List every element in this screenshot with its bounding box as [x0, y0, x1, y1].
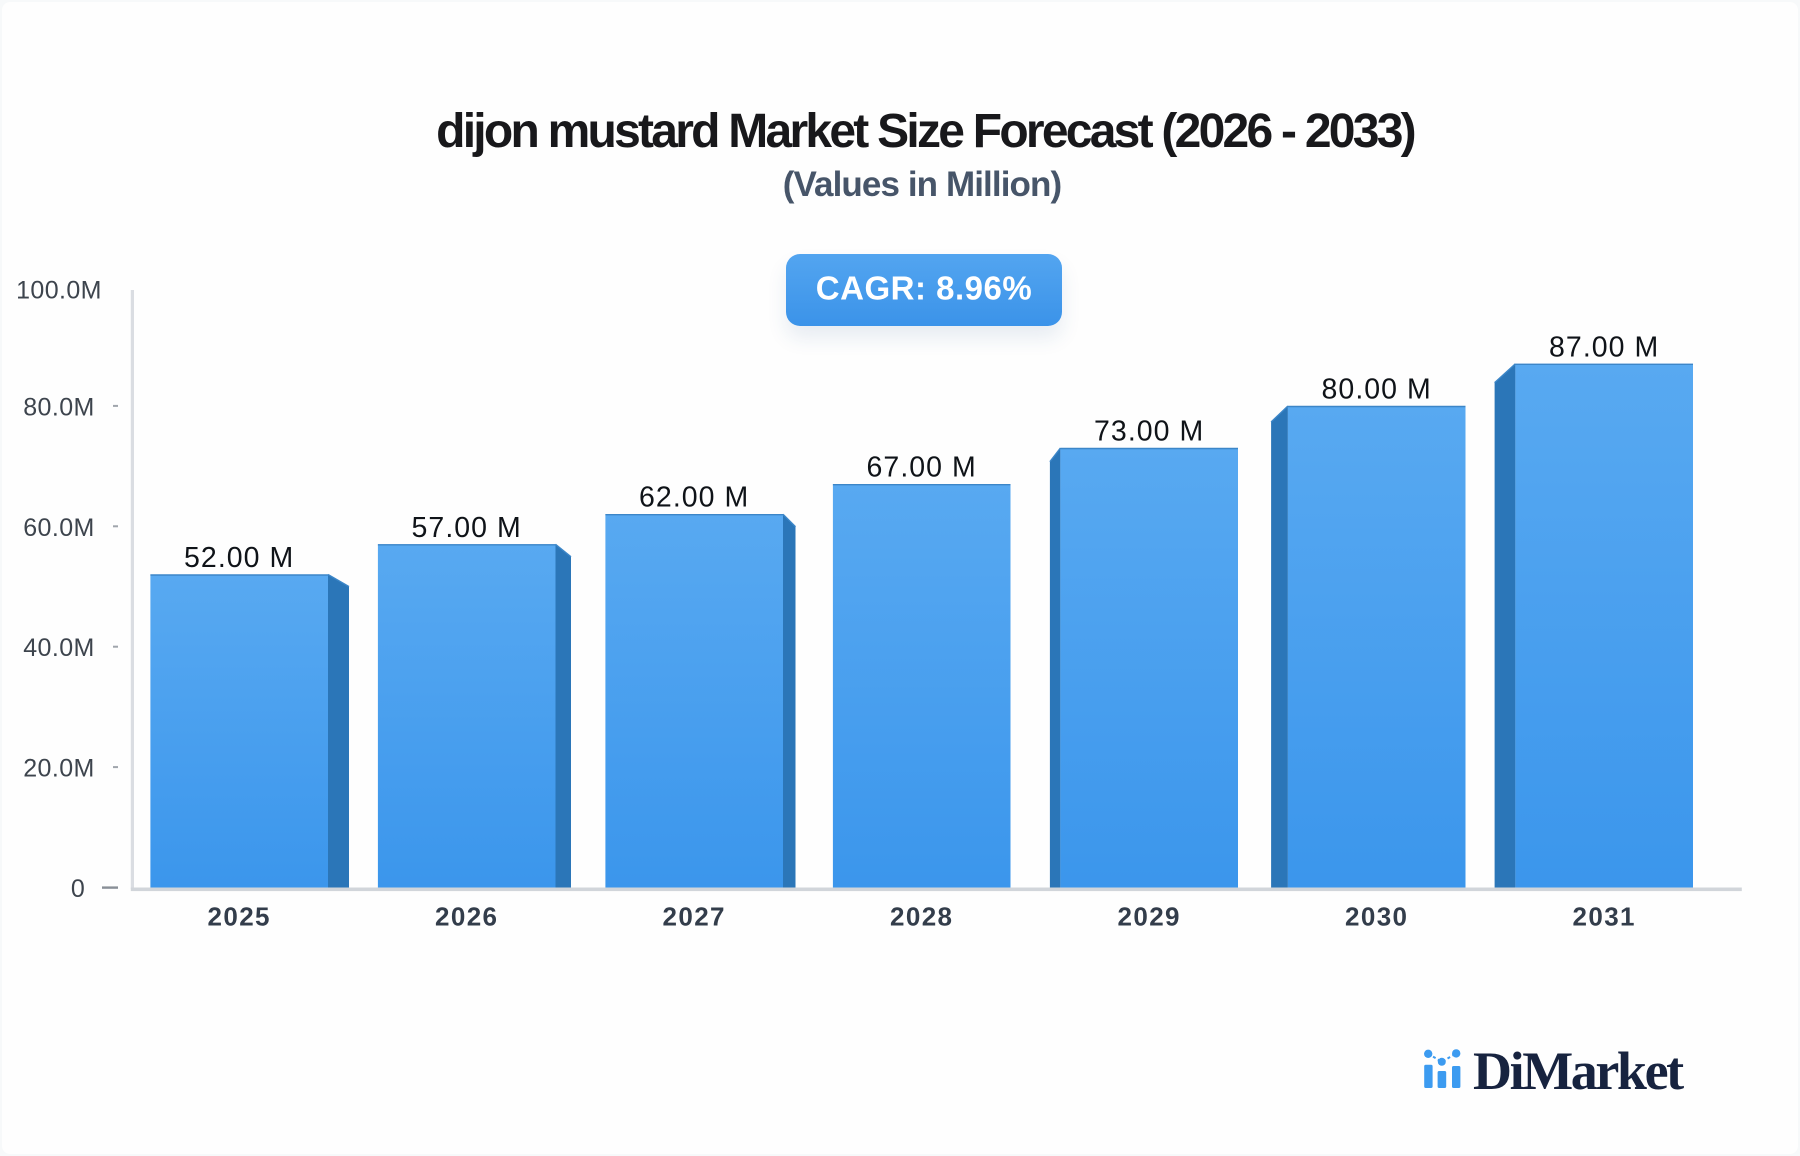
svg-text:52.00 M: 52.00 M: [184, 542, 294, 574]
svg-text:2025: 2025: [207, 902, 270, 932]
svg-text:20.0M: 20.0M: [23, 755, 94, 783]
svg-text:2030: 2030: [1345, 902, 1408, 932]
svg-text:40.0M: 40.0M: [23, 634, 94, 662]
svg-text:62.00 M: 62.00 M: [639, 482, 749, 514]
svg-text:2027: 2027: [662, 902, 725, 932]
svg-text:2031: 2031: [1572, 902, 1635, 932]
svg-text:73.00 M: 73.00 M: [1094, 416, 1204, 448]
svg-text:0: 0: [71, 875, 85, 903]
svg-text:60.0M: 60.0M: [23, 514, 94, 542]
svg-text:80.0M: 80.0M: [23, 393, 94, 421]
svg-text:57.00 M: 57.00 M: [412, 512, 522, 544]
svg-text:87.00 M: 87.00 M: [1549, 331, 1659, 363]
svg-text:2028: 2028: [890, 902, 953, 932]
svg-text:2026: 2026: [435, 902, 498, 932]
svg-text:100.0M: 100.0M: [16, 277, 102, 305]
svg-text:2029: 2029: [1117, 902, 1180, 932]
svg-text:67.00 M: 67.00 M: [867, 452, 977, 484]
svg-text:80.00 M: 80.00 M: [1322, 374, 1432, 406]
